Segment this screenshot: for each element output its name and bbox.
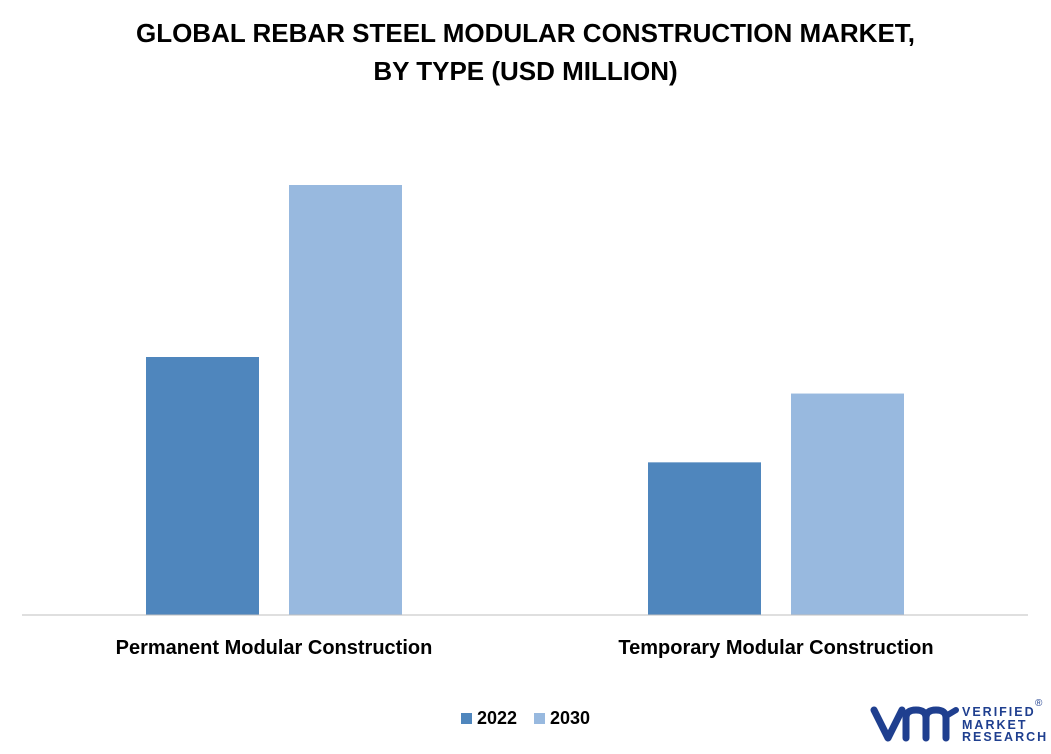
legend: 2022 2030 bbox=[0, 708, 1051, 729]
x-tick-label-2: Temporary Modular Construction bbox=[618, 637, 933, 659]
legend-item-2030: 2030 bbox=[534, 708, 590, 729]
logo-line-3: RESEARCH bbox=[962, 730, 1049, 744]
vmr-logo-text: VERIFIED MARKET RESEARCH bbox=[962, 706, 1048, 744]
logo-line-1: VERIFIED bbox=[962, 705, 1036, 719]
legend-label-2022: 2022 bbox=[476, 708, 517, 728]
x-axis-labels: Permanent Modular Construction Temporary … bbox=[116, 637, 934, 659]
legend-swatch-2022 bbox=[460, 713, 472, 724]
bars-group bbox=[146, 185, 904, 615]
chart-title-line-1: GLOBAL REBAR STEEL MODULAR CONSTRUCTION … bbox=[135, 18, 916, 48]
bar-2022-2 bbox=[648, 462, 761, 615]
legend-swatch-2030 bbox=[534, 713, 545, 724]
legend-label-2030: 2030 bbox=[550, 708, 591, 728]
chart-title-line-2: BY TYPE (USD MILLION) bbox=[373, 56, 678, 86]
bar-2022-1 bbox=[146, 357, 259, 615]
bar-chart: Permanent Modular Construction Temporary … bbox=[22, 185, 1028, 659]
legend-item-2022: 2022 bbox=[460, 708, 517, 729]
bar-2030-1 bbox=[289, 185, 402, 615]
logo-line-2: MARKET bbox=[962, 717, 1028, 732]
x-tick-label-1: Permanent Modular Construction bbox=[116, 637, 433, 659]
vmr-logo-icon bbox=[870, 706, 959, 742]
registered-mark: ® bbox=[1035, 698, 1043, 709]
bar-2030-2 bbox=[791, 393, 904, 615]
chart-title: GLOBAL REBAR STEEL MODULAR CONSTRUCTION … bbox=[0, 14, 1051, 90]
vmr-logo: VERIFIED MARKET RESEARCH ® bbox=[870, 698, 1048, 748]
